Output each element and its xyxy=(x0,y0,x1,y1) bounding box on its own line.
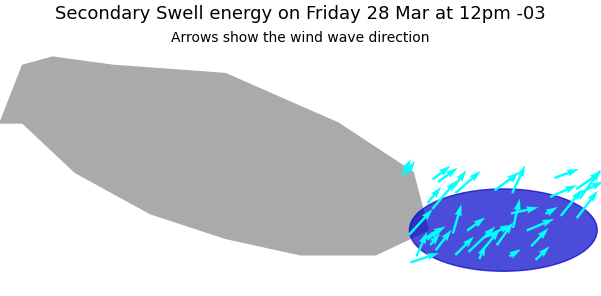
Text: Secondary Swell energy on Friday 28 Mar at 12pm -03: Secondary Swell energy on Friday 28 Mar … xyxy=(55,5,546,23)
Ellipse shape xyxy=(409,189,597,271)
Polygon shape xyxy=(0,57,428,255)
Text: Arrows show the wind wave direction: Arrows show the wind wave direction xyxy=(171,31,430,45)
